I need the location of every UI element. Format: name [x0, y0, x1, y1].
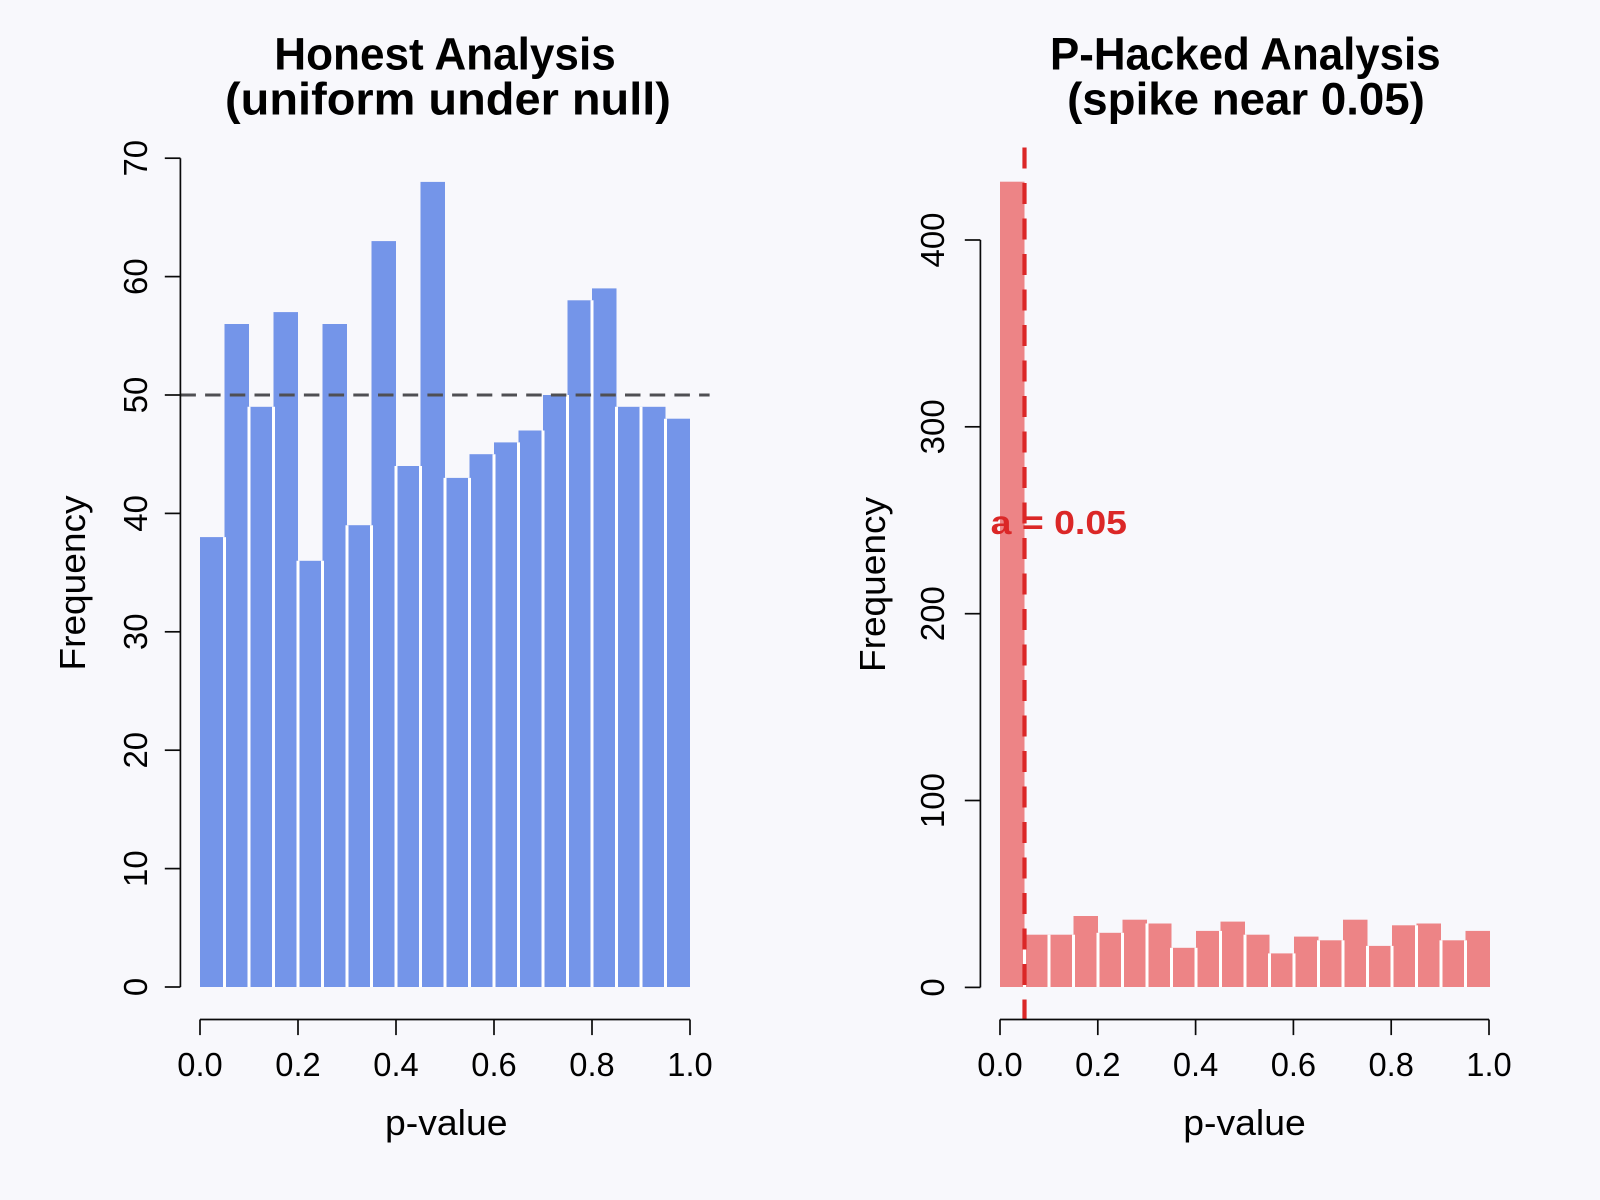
svg-text:40: 40: [117, 495, 154, 532]
svg-text:Frequency: Frequency: [52, 496, 93, 671]
svg-text:P-Hacked Analysis: P-Hacked Analysis: [1050, 28, 1441, 79]
svg-text:0: 0: [117, 978, 154, 996]
svg-text:Honest Analysis: Honest Analysis: [274, 28, 616, 79]
svg-text:0: 0: [914, 978, 951, 996]
svg-text:0.4: 0.4: [373, 1046, 418, 1083]
svg-text:Frequency: Frequency: [852, 497, 893, 672]
svg-text:200: 200: [914, 586, 951, 641]
svg-text:0.0: 0.0: [177, 1046, 222, 1083]
svg-text:60: 60: [117, 258, 154, 295]
svg-text:400: 400: [914, 212, 951, 267]
svg-text:0.4: 0.4: [1173, 1046, 1218, 1083]
svg-text:(uniform under null): (uniform under null): [225, 74, 671, 125]
svg-text:100: 100: [914, 773, 951, 828]
svg-text:(spike near 0.05): (spike near 0.05): [1067, 74, 1425, 125]
svg-text:0.8: 0.8: [569, 1046, 614, 1083]
svg-text:0.6: 0.6: [471, 1046, 516, 1083]
svg-text:a = 0.05: a = 0.05: [991, 505, 1127, 542]
svg-text:20: 20: [117, 732, 154, 769]
svg-text:10: 10: [117, 850, 154, 887]
svg-text:70: 70: [117, 140, 154, 177]
svg-text:0.8: 0.8: [1369, 1046, 1414, 1083]
svg-text:30: 30: [117, 613, 154, 650]
svg-text:p-value: p-value: [1183, 1102, 1306, 1143]
svg-text:p-value: p-value: [385, 1102, 508, 1143]
svg-text:300: 300: [914, 399, 951, 454]
svg-text:0.0: 0.0: [977, 1046, 1022, 1083]
svg-text:1.0: 1.0: [1466, 1046, 1511, 1083]
svg-text:0.2: 0.2: [275, 1046, 320, 1083]
svg-text:50: 50: [117, 377, 154, 414]
svg-text:0.2: 0.2: [1075, 1046, 1120, 1083]
svg-text:1.0: 1.0: [667, 1046, 712, 1083]
svg-text:0.6: 0.6: [1271, 1046, 1316, 1083]
